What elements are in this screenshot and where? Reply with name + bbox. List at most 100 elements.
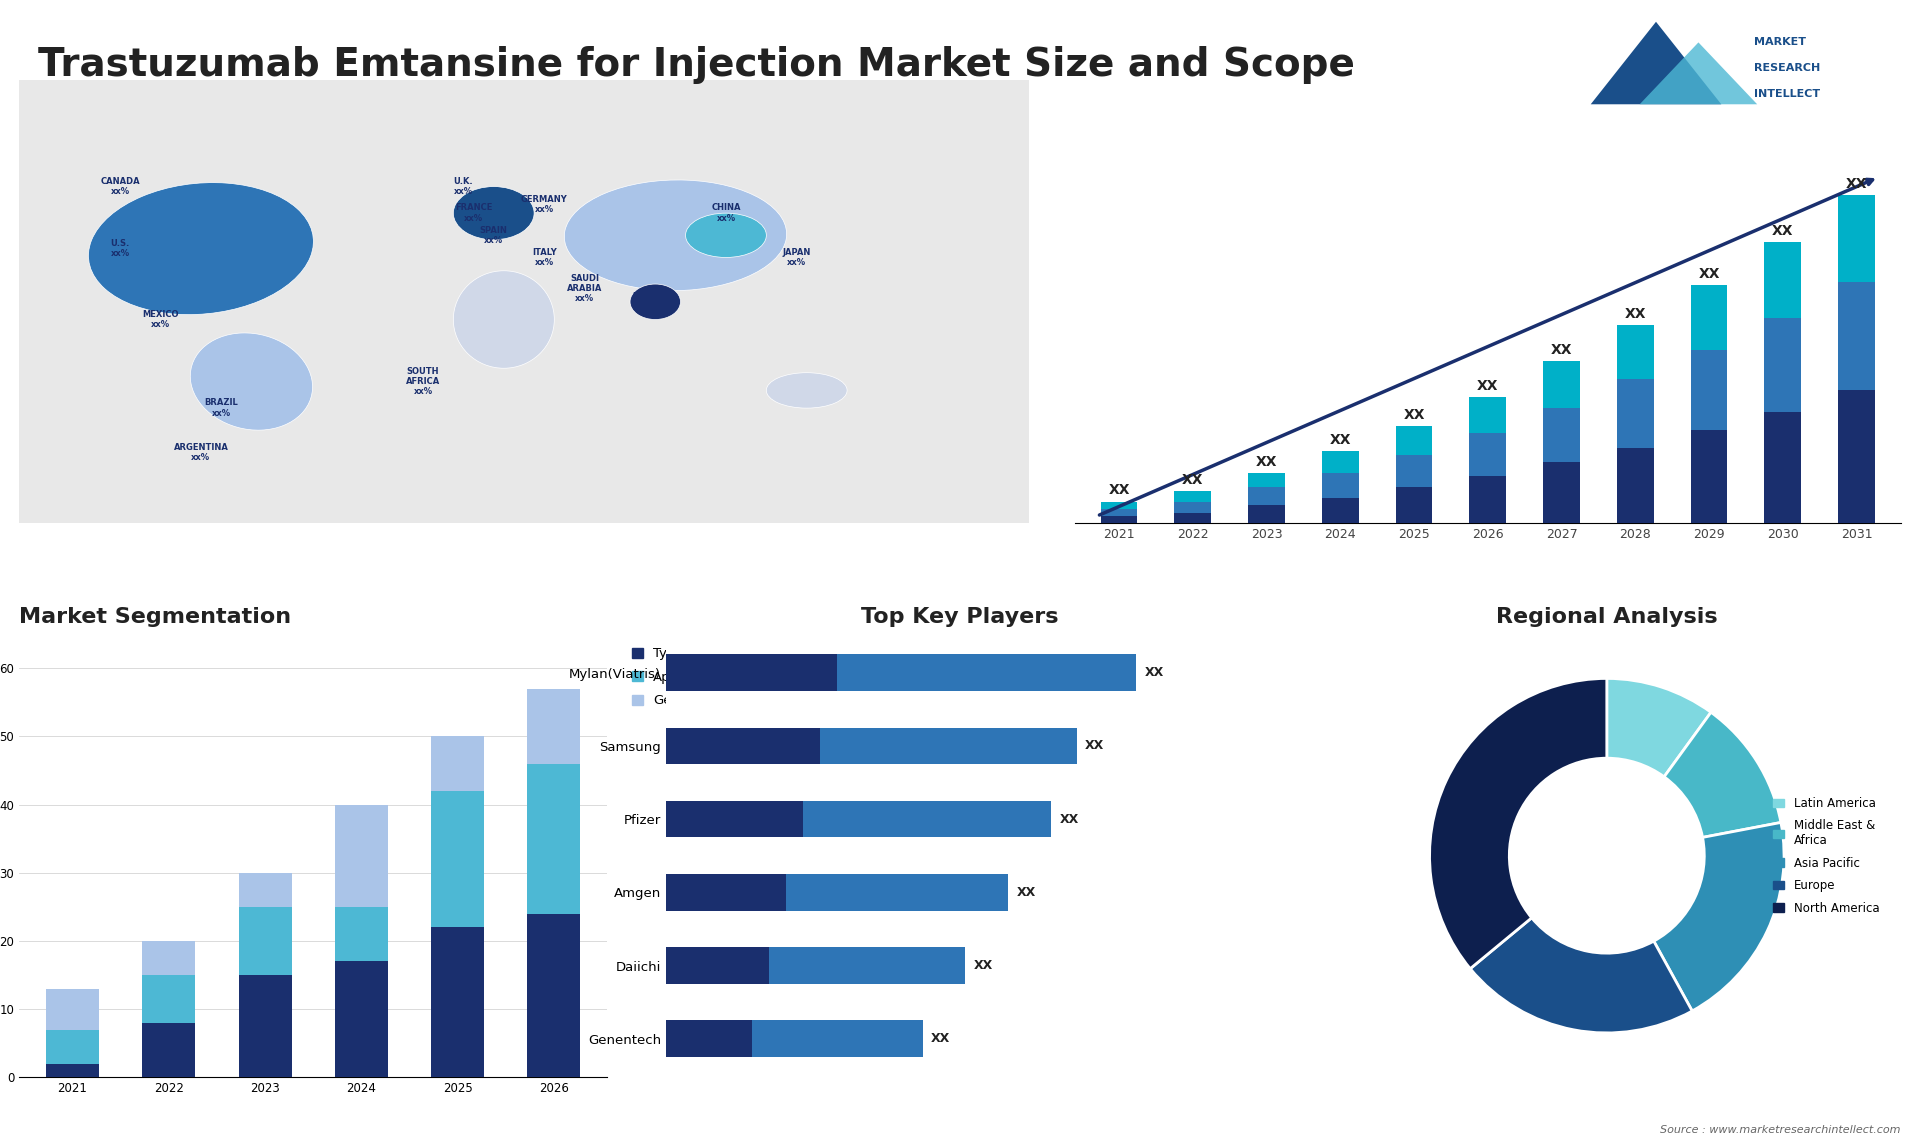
Bar (1617, 448, 1653, 524)
Ellipse shape (453, 187, 534, 240)
Text: RESEARCH: RESEARCH (1753, 63, 1820, 73)
Ellipse shape (190, 333, 313, 430)
Text: XX: XX (1256, 455, 1277, 469)
Bar (1764, 242, 1801, 317)
Bar (1396, 455, 1432, 487)
Text: ITALY
xx%: ITALY xx% (532, 248, 557, 267)
Bar (1692, 285, 1728, 351)
Bar (1248, 473, 1284, 487)
Bar (1321, 499, 1359, 524)
Legend: Latin America, Middle East &
Africa, Asia Pacific, Europe, North America: Latin America, Middle East & Africa, Asi… (1768, 792, 1884, 919)
Text: BRAZIL
xx%: BRAZIL xx% (204, 399, 238, 418)
Bar (46, 1029, 100, 1063)
Bar (666, 654, 837, 691)
Bar (666, 728, 1077, 764)
Ellipse shape (766, 372, 847, 408)
Text: Source : www.marketresearchintellect.com: Source : www.marketresearchintellect.com (1661, 1124, 1901, 1135)
Bar (334, 906, 388, 961)
Bar (1544, 361, 1580, 408)
Text: CHINA
xx%: CHINA xx% (710, 204, 741, 222)
Bar (1764, 411, 1801, 524)
Bar (1248, 505, 1284, 524)
Bar (1100, 516, 1137, 524)
Bar (666, 728, 820, 764)
Text: XX: XX (1018, 886, 1037, 898)
Bar (1837, 195, 1876, 282)
Text: XX: XX (1144, 666, 1164, 680)
Polygon shape (1590, 22, 1720, 104)
Bar (238, 873, 292, 906)
Bar (334, 804, 388, 906)
Text: U.S.
xx%: U.S. xx% (111, 238, 131, 258)
Bar (666, 948, 966, 984)
Bar (1100, 502, 1137, 509)
Text: Trastuzumab Emtansine for Injection Market Size and Scope: Trastuzumab Emtansine for Injection Mark… (38, 46, 1356, 84)
Text: JAPAN
xx%: JAPAN xx% (783, 248, 810, 267)
Bar (1396, 426, 1432, 455)
Text: ARGENTINA
xx%: ARGENTINA xx% (173, 442, 228, 462)
Bar (1617, 379, 1653, 448)
Text: XX: XX (1108, 484, 1129, 497)
Wedge shape (1653, 823, 1784, 1011)
Bar (666, 654, 1137, 691)
Text: FRANCE
xx%: FRANCE xx% (455, 204, 492, 222)
Bar (142, 1022, 196, 1077)
Bar (46, 1063, 100, 1077)
Bar (238, 975, 292, 1077)
Legend: Type, Application, Geography: Type, Application, Geography (626, 641, 735, 714)
Bar (1692, 430, 1728, 524)
Text: XX: XX (1329, 433, 1352, 447)
Ellipse shape (564, 180, 787, 291)
Bar (666, 874, 1008, 911)
Wedge shape (1665, 713, 1782, 838)
Text: XX: XX (1845, 176, 1868, 190)
Text: XX: XX (1772, 223, 1793, 237)
Ellipse shape (685, 213, 766, 258)
Bar (1544, 462, 1580, 524)
Bar (1469, 433, 1505, 477)
Text: SPAIN
xx%: SPAIN xx% (480, 226, 507, 245)
Bar (1175, 490, 1212, 502)
Bar (1100, 509, 1137, 516)
Bar (1469, 398, 1505, 433)
Bar (666, 874, 785, 911)
Wedge shape (1471, 918, 1692, 1033)
Bar (1175, 502, 1212, 512)
Bar (238, 906, 292, 975)
Text: XX: XX (1183, 472, 1204, 487)
Ellipse shape (630, 284, 680, 320)
Text: INDIA
xx%: INDIA xx% (632, 292, 659, 312)
Text: XX: XX (1699, 267, 1720, 281)
Ellipse shape (88, 182, 313, 315)
Bar (666, 948, 768, 984)
Text: XX: XX (973, 959, 993, 972)
Bar (1321, 452, 1359, 473)
Bar (528, 913, 580, 1077)
Bar (1248, 487, 1284, 505)
Text: XX: XX (1085, 739, 1104, 752)
Bar (142, 975, 196, 1022)
Text: INTELLECT: INTELLECT (1753, 89, 1820, 99)
Bar (432, 791, 484, 927)
Wedge shape (1430, 678, 1607, 968)
Text: XX: XX (1060, 813, 1079, 825)
Bar (666, 1020, 924, 1057)
Bar (432, 927, 484, 1077)
Text: MARKET: MARKET (1753, 37, 1807, 47)
Wedge shape (1607, 678, 1711, 777)
Bar (666, 801, 1050, 838)
Text: XX: XX (1404, 408, 1425, 422)
Text: GERMANY
xx%: GERMANY xx% (520, 195, 568, 214)
Text: SOUTH
AFRICA
xx%: SOUTH AFRICA xx% (405, 367, 440, 397)
Polygon shape (1640, 42, 1757, 104)
Bar (528, 689, 580, 763)
Bar (1175, 512, 1212, 524)
Bar (142, 941, 196, 975)
Bar (1837, 282, 1876, 390)
Bar (1544, 408, 1580, 462)
Text: CANADA
xx%: CANADA xx% (100, 176, 140, 196)
Text: Market Segmentation: Market Segmentation (19, 607, 292, 627)
Text: XX: XX (1551, 343, 1572, 356)
Bar (1692, 351, 1728, 430)
Text: U.K.
xx%: U.K. xx% (453, 176, 472, 196)
